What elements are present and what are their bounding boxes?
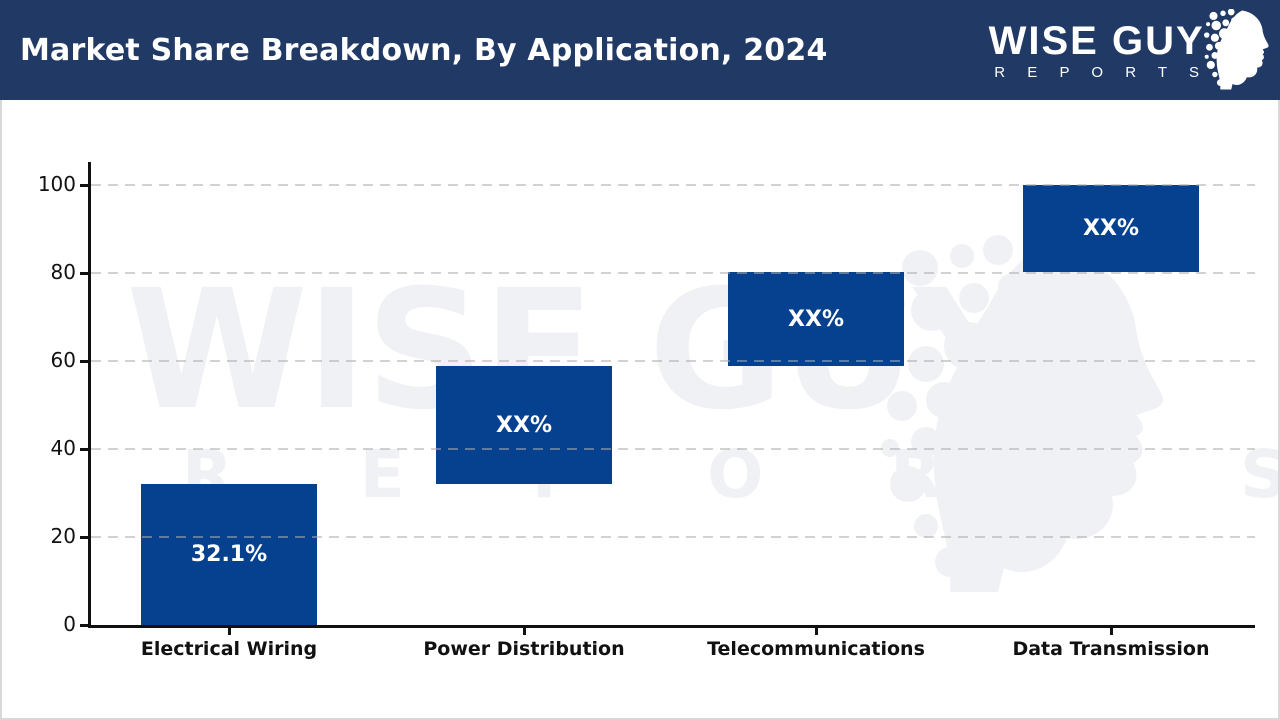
y-tick-100 [80, 184, 88, 187]
gridline-60 [91, 360, 1255, 362]
page-border-left [0, 100, 2, 720]
y-tick-label-80: 80 [50, 260, 76, 284]
y-tick-80 [80, 272, 88, 275]
gridline-40 [91, 448, 1255, 450]
x-tick-power-distribution [523, 628, 526, 635]
category-label-electrical-wiring: Electrical Wiring [140, 638, 318, 660]
y-tick-20 [80, 536, 88, 539]
page-border-bottom [0, 718, 1280, 720]
logo-reports-label: R E P O R T S [994, 63, 1208, 81]
y-tick-label-100: 100 [37, 172, 76, 196]
logo-head-icon [1204, 9, 1269, 90]
header-bar: Market Share Breakdown, By Application, … [0, 0, 1280, 100]
bar-value-label: XX% [788, 306, 844, 332]
watermark-head-icon [878, 235, 1164, 592]
y-tick-label-40: 40 [50, 436, 76, 460]
x-axis-line [88, 625, 1255, 628]
bar-value-label: XX% [1083, 216, 1139, 242]
wiseguy-logo: WISE GUY R E P O R T S [985, 5, 1272, 95]
y-tick-label-0: 0 [63, 612, 76, 636]
category-label-telecommunications: Telecommunications [707, 638, 925, 660]
logo-wiseguy-label: WISE GUY [988, 18, 1205, 63]
x-tick-electrical-wiring [228, 628, 231, 635]
gridline-20 [91, 536, 1255, 538]
y-tick-0 [80, 624, 88, 627]
logo-text: WISE GUY R E P O R T S [985, 20, 1208, 81]
gridline-100 [91, 184, 1255, 186]
bar-data-transmission: XX% [1023, 185, 1199, 273]
page-border-right [1278, 100, 1280, 720]
y-axis-line [88, 162, 91, 628]
category-label-power-distribution: Power Distribution [423, 638, 625, 660]
bar-value-label: XX% [496, 412, 552, 438]
y-tick-60 [80, 360, 88, 363]
page-title: Market Share Breakdown, By Application, … [20, 32, 828, 68]
bar-power-distribution: XX% [436, 366, 612, 484]
x-tick-data-transmission [1110, 628, 1113, 635]
bar-telecommunications: XX% [728, 272, 904, 367]
x-tick-telecommunications [815, 628, 818, 635]
category-label-data-transmission: Data Transmission [1012, 638, 1210, 660]
y-tick-label-60: 60 [50, 348, 76, 372]
gridline-80 [91, 272, 1255, 274]
bar-electrical-wiring: 32.1% [141, 483, 317, 625]
y-tick-40 [80, 448, 88, 451]
y-tick-label-20: 20 [50, 524, 76, 548]
bar-value-label: 32.1% [190, 541, 268, 567]
